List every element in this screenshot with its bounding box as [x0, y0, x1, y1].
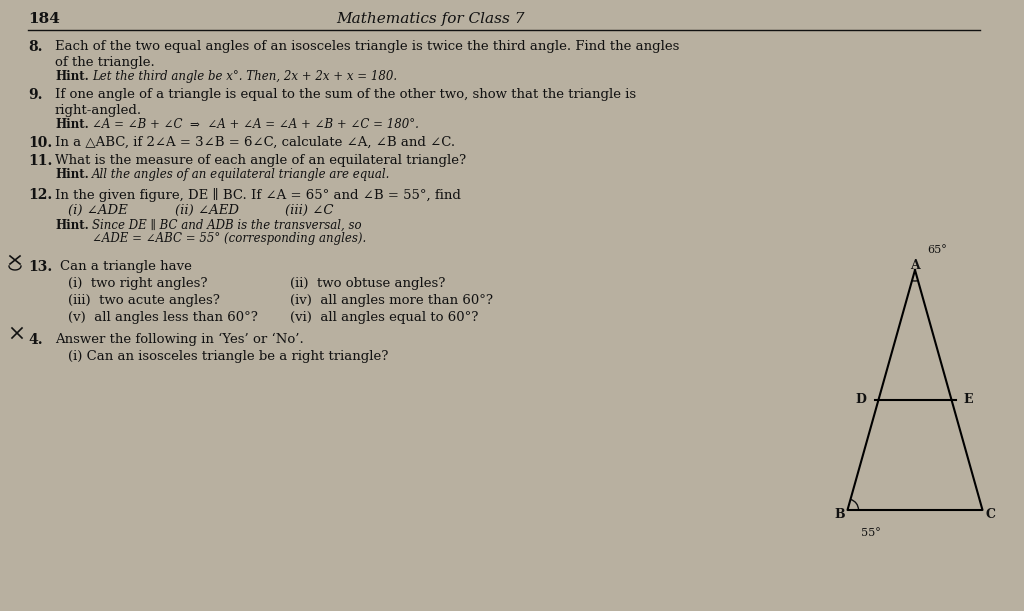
Text: 10.: 10. — [28, 136, 52, 150]
Text: ∠A = ∠B + ∠C  ⇒  ∠A + ∠A = ∠A + ∠B + ∠C = 180°.: ∠A = ∠B + ∠C ⇒ ∠A + ∠A = ∠A + ∠B + ∠C = … — [92, 118, 419, 131]
Text: E: E — [964, 393, 973, 406]
Text: 12.: 12. — [28, 188, 52, 202]
Text: All the angles of an equilateral triangle are equal.: All the angles of an equilateral triangl… — [92, 168, 390, 181]
Text: Can a triangle have: Can a triangle have — [60, 260, 191, 273]
Text: of the triangle.: of the triangle. — [55, 56, 155, 69]
Text: C: C — [985, 508, 995, 521]
Text: (iii) ∠C: (iii) ∠C — [285, 204, 334, 217]
Text: 13.: 13. — [28, 260, 52, 274]
Text: In the given figure, DE ∥ BC. If ∠A = 65° and ∠B = 55°, find: In the given figure, DE ∥ BC. If ∠A = 65… — [55, 188, 461, 202]
Text: Hint.: Hint. — [55, 118, 89, 131]
Text: In a △ABC, if 2∠A = 3∠B = 6∠C, calculate ∠A, ∠B and ∠C.: In a △ABC, if 2∠A = 3∠B = 6∠C, calculate… — [55, 136, 455, 149]
Text: 55°: 55° — [861, 528, 882, 538]
Text: 65°: 65° — [927, 245, 947, 255]
Text: Hint.: Hint. — [55, 219, 89, 232]
Text: (i)  two right angles?: (i) two right angles? — [68, 277, 208, 290]
Text: Let the third angle be x°. Then, 2x + 2x + x = 180.: Let the third angle be x°. Then, 2x + 2x… — [92, 70, 397, 83]
Text: (v)  all angles less than 60°?: (v) all angles less than 60°? — [68, 311, 258, 324]
Text: Each of the two equal angles of an isosceles triangle is twice the third angle. : Each of the two equal angles of an isosc… — [55, 40, 679, 53]
Text: 8.: 8. — [28, 40, 43, 54]
Text: Mathematics for Class 7: Mathematics for Class 7 — [336, 12, 524, 26]
Text: (iv)  all angles more than 60°?: (iv) all angles more than 60°? — [290, 294, 493, 307]
Text: (i) Can an isosceles triangle be a right triangle?: (i) Can an isosceles triangle be a right… — [68, 350, 388, 363]
Text: Hint.: Hint. — [55, 168, 89, 181]
Text: 4.: 4. — [28, 333, 43, 347]
Text: (iii)  two acute angles?: (iii) two acute angles? — [68, 294, 220, 307]
Text: Answer the following in ‘Yes’ or ‘No’.: Answer the following in ‘Yes’ or ‘No’. — [55, 333, 304, 346]
Text: If one angle of a triangle is equal to the sum of the other two, show that the t: If one angle of a triangle is equal to t… — [55, 88, 636, 101]
Text: Hint.: Hint. — [55, 70, 89, 83]
Text: 11.: 11. — [28, 154, 52, 168]
Text: ∠ADE = ∠ABC = 55° (corresponding angles).: ∠ADE = ∠ABC = 55° (corresponding angles)… — [92, 232, 367, 245]
Text: (i) ∠ADE: (i) ∠ADE — [68, 204, 128, 217]
Text: right-angled.: right-angled. — [55, 104, 142, 117]
Text: 9.: 9. — [28, 88, 43, 102]
Text: 184: 184 — [28, 12, 59, 26]
Text: D: D — [856, 393, 866, 406]
Text: B: B — [835, 508, 845, 521]
Text: What is the measure of each angle of an equilateral triangle?: What is the measure of each angle of an … — [55, 154, 466, 167]
Text: (ii)  two obtuse angles?: (ii) two obtuse angles? — [290, 277, 445, 290]
Text: (ii) ∠AED: (ii) ∠AED — [175, 204, 239, 217]
Text: (vi)  all angles equal to 60°?: (vi) all angles equal to 60°? — [290, 311, 478, 324]
Text: Since DE ∥ BC and ADB is the transversal, so: Since DE ∥ BC and ADB is the transversal… — [92, 219, 361, 232]
Text: A: A — [910, 259, 920, 272]
